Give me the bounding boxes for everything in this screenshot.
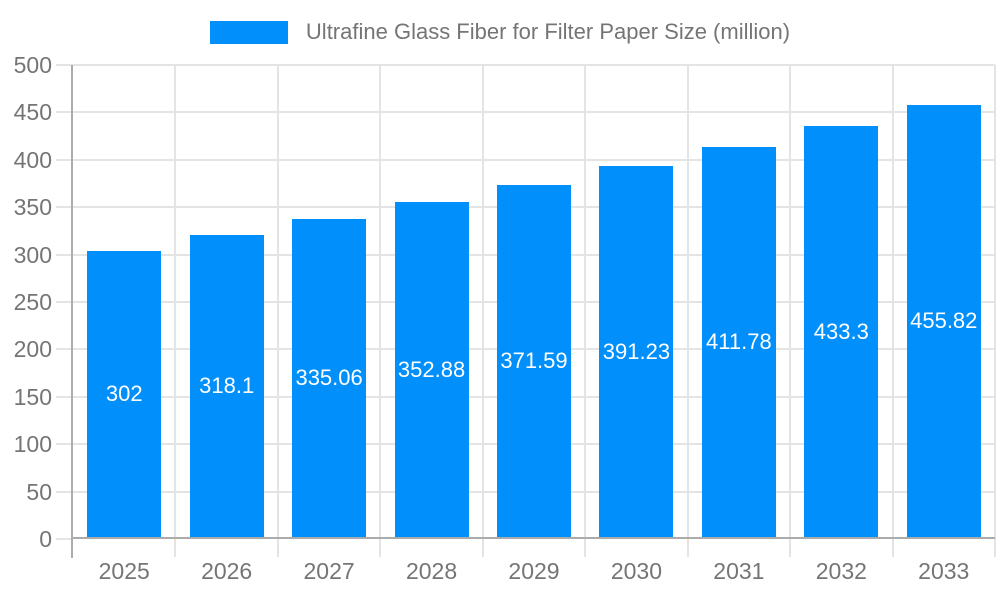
x-axis-label: 2025 [98, 558, 150, 584]
y-axis-label: 0 [39, 526, 52, 552]
legend: Ultrafine Glass Fiber for Filter Paper S… [0, 19, 1000, 45]
x-axis-tick [584, 537, 587, 557]
x-axis-label: 2028 [405, 558, 458, 584]
gridline-horizontal [73, 111, 995, 114]
x-axis-tick [379, 537, 382, 557]
bar[interactable] [906, 104, 981, 537]
bar-value-label: 318.1 [199, 373, 255, 399]
bar-value-label: 391.23 [602, 338, 671, 364]
bar[interactable] [189, 235, 264, 537]
legend-label: Ultrafine Glass Fiber for Filter Paper S… [305, 19, 791, 44]
x-axis-label: 2026 [201, 558, 253, 584]
bar-value-label: 411.78 [706, 328, 772, 354]
bar[interactable] [394, 202, 469, 537]
y-axis-label: 200 [13, 336, 52, 363]
bar-value-label: 455.82 [910, 307, 978, 333]
gridline-vertical [789, 65, 792, 537]
bar-value-label: 335.06 [295, 365, 363, 391]
y-axis-tick [56, 301, 73, 303]
x-axis-tick [276, 537, 279, 557]
gridline-horizontal [73, 158, 995, 161]
y-axis-tick [56, 111, 73, 114]
y-axis-label: 450 [13, 99, 52, 126]
bar[interactable] [87, 250, 162, 537]
gridline-vertical [276, 65, 279, 537]
y-axis-label: 150 [13, 383, 52, 410]
x-axis-tick [686, 537, 689, 557]
y-axis-tick [56, 490, 73, 493]
x-axis-label: 2029 [508, 558, 560, 584]
bar-value-label: 371.59 [500, 347, 568, 373]
y-axis-tick [56, 395, 73, 398]
y-axis-label: 400 [13, 146, 52, 173]
bar[interactable] [599, 166, 674, 537]
x-axis-tick [994, 537, 996, 557]
bar-value-label: 302 [105, 380, 143, 406]
y-axis-label: 250 [13, 289, 52, 315]
y-axis-label: 100 [13, 431, 52, 458]
y-axis-tick [56, 206, 73, 209]
y-axis-label: 500 [13, 52, 52, 78]
x-axis-label: 2031 [713, 558, 765, 584]
gridline-vertical [481, 65, 484, 537]
bar-value-label: 433.3 [813, 318, 869, 344]
gridline-vertical [891, 65, 894, 537]
x-axis-label: 2027 [303, 558, 355, 584]
x-axis-label: 2032 [815, 558, 867, 584]
y-axis-tick [56, 538, 73, 540]
legend-swatch-icon [209, 20, 288, 44]
bar[interactable] [497, 184, 571, 537]
gridline-vertical [994, 65, 996, 537]
x-axis-tick [789, 537, 792, 557]
legend-item[interactable]: Ultrafine Glass Fiber for Filter Paper S… [209, 19, 791, 45]
y-axis-tick [56, 443, 73, 446]
gridline-vertical [379, 65, 382, 537]
y-axis-tick [56, 64, 73, 66]
gridline-horizontal [73, 64, 995, 66]
x-axis-label: 2033 [918, 558, 970, 584]
y-axis-tick [56, 348, 73, 351]
bar[interactable] [701, 146, 776, 537]
y-axis-label: 350 [13, 194, 52, 221]
y-axis-line [71, 65, 73, 558]
x-axis-tick [481, 537, 484, 557]
gridline-vertical [584, 65, 587, 537]
bar[interactable] [292, 219, 367, 537]
x-axis-label: 2030 [610, 558, 663, 584]
bar-value-label: 352.88 [397, 356, 466, 382]
y-axis-tick [56, 253, 73, 256]
x-axis-tick [891, 537, 894, 557]
y-axis-label: 50 [26, 478, 52, 505]
gridline-vertical [174, 65, 177, 537]
gridline-vertical [686, 65, 689, 537]
y-axis-tick [56, 158, 73, 161]
y-axis-label: 300 [13, 241, 52, 268]
x-axis-line [71, 537, 995, 539]
x-axis-tick [174, 537, 177, 557]
bar[interactable] [804, 126, 879, 537]
